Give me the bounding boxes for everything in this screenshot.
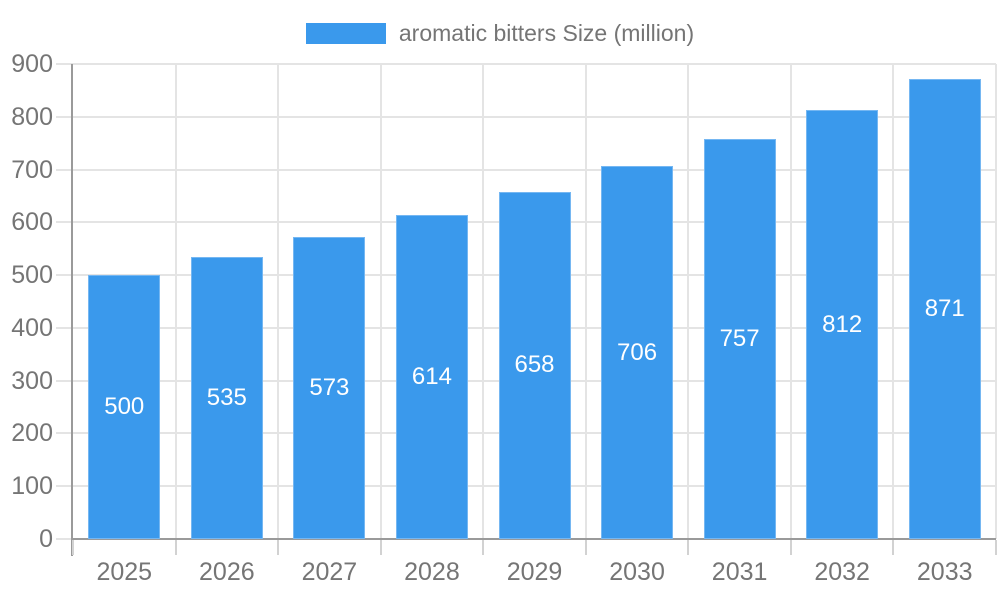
bar-2029[interactable]: [498, 191, 571, 539]
gridline: [687, 64, 690, 539]
gridline: [892, 64, 895, 539]
axis-tick: [72, 540, 74, 555]
bar-value-label: 500: [104, 393, 145, 421]
gridline: [379, 64, 382, 539]
y-axis-tick-label: 400: [11, 313, 53, 342]
bar-2027[interactable]: [293, 236, 366, 539]
axis-tick: [277, 540, 280, 555]
bar-2030[interactable]: [601, 166, 674, 539]
bar-value-label: 573: [309, 373, 350, 401]
legend-label: aromatic bitters Size (million): [398, 19, 695, 46]
y-axis-tick-label: 300: [11, 366, 53, 395]
y-axis-tick-label: 900: [11, 50, 53, 78]
bar-value-label: 871: [924, 295, 965, 323]
y-axis-tick-label: 100: [11, 472, 53, 501]
y-axis-tick-label: 500: [11, 261, 53, 290]
bar-value-label: 614: [411, 362, 452, 390]
y-axis-tick-label: 200: [11, 419, 53, 448]
gridline: [584, 64, 587, 539]
axis-tick: [687, 540, 690, 555]
axis-tick: [789, 540, 792, 555]
axis-tick: [995, 540, 997, 555]
gridline: [174, 64, 177, 539]
axis-tick: [482, 540, 485, 555]
bar-2033[interactable]: [908, 79, 981, 539]
x-axis-tick-label: 2026: [199, 558, 255, 586]
gridline: [482, 64, 485, 539]
bar-2026[interactable]: [190, 256, 263, 539]
axis-tick: [584, 540, 587, 555]
axis-tick: [379, 540, 382, 555]
x-axis-tick-label: 2031: [711, 558, 768, 586]
x-axis-tick-label: 2025: [96, 558, 153, 586]
gridline: [995, 64, 997, 539]
bar-2028[interactable]: [395, 214, 468, 539]
x-axis-tick-label: 2032: [814, 558, 870, 586]
bar-value-label: 706: [617, 338, 658, 366]
x-axis-tick-label: 2030: [609, 558, 665, 586]
y-axis-line: [71, 64, 73, 556]
bar-2032[interactable]: [806, 110, 879, 539]
gridline: [56, 115, 996, 118]
y-axis-tick-label: 0: [39, 525, 53, 553]
y-axis-tick-label: 800: [11, 102, 53, 131]
bar-value-label: 757: [719, 325, 760, 353]
gridline: [277, 64, 280, 539]
axis-tick: [174, 540, 177, 555]
legend[interactable]: aromatic bitters Size (million): [0, 16, 1000, 50]
bar-value-label: 812: [822, 310, 863, 338]
gridline: [56, 63, 996, 65]
legend-swatch[interactable]: [305, 22, 386, 44]
x-axis-tick-label: 2033: [916, 558, 973, 586]
x-axis-line: [71, 538, 996, 540]
bar-value-label: 535: [206, 383, 247, 411]
bar-2025[interactable]: [88, 275, 161, 539]
y-axis-tick-label: 700: [11, 155, 53, 184]
axis-tick: [892, 540, 895, 555]
gridline: [789, 64, 792, 539]
bar-value-label: 658: [514, 351, 555, 379]
y-axis-tick-label: 600: [11, 208, 53, 237]
x-axis-tick-label: 2029: [506, 558, 563, 586]
x-axis-tick-label: 2028: [404, 558, 460, 586]
x-axis-tick-label: 2027: [301, 558, 358, 586]
bar-2031[interactable]: [703, 139, 776, 539]
gridline: [56, 168, 996, 171]
